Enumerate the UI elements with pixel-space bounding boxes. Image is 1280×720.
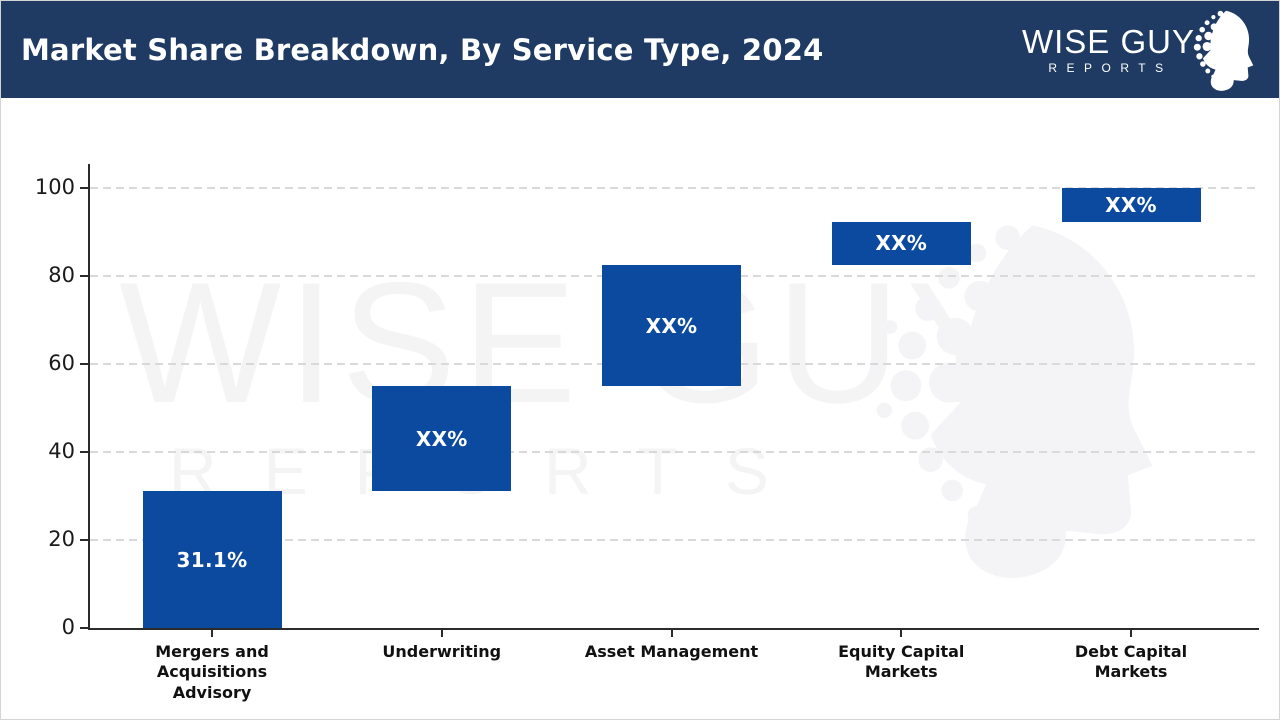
y-axis-tick <box>80 187 88 189</box>
x-axis-category-label: Asset Management <box>584 642 759 661</box>
y-axis-tick-label: 0 <box>61 615 75 639</box>
y-axis-tick <box>80 363 88 365</box>
y-axis-line <box>88 164 90 630</box>
bar-value-label: XX% <box>415 426 468 451</box>
x-axis-tick <box>440 630 443 637</box>
y-axis-tick-label: 20 <box>48 527 75 551</box>
x-axis-category-label: Underwriting <box>382 642 502 661</box>
x-axis-category-label: Mergers and Acquisitions Advisory <box>155 642 269 702</box>
logo-wordmark: WISE GUY <box>1021 23 1195 60</box>
bar-segment: XX% <box>1061 188 1201 222</box>
bar-segment: 31.1% <box>142 491 282 628</box>
y-axis-tick-label: 100 <box>34 175 75 199</box>
y-axis-tick-label: 60 <box>48 351 75 375</box>
header-banner: Market Share Breakdown, By Service Type,… <box>1 1 1279 98</box>
gridline-y-100 <box>90 187 1257 189</box>
gridline-y-20 <box>90 539 1257 541</box>
chart-title: Market Share Breakdown, By Service Type,… <box>21 32 824 67</box>
wiseguy-logo: WISE GUY REPORTS <box>1022 8 1255 92</box>
bar-segment: XX% <box>602 265 741 386</box>
x-axis-tick <box>670 630 673 637</box>
y-axis-tick-label: 40 <box>48 439 75 463</box>
y-axis-tick <box>80 539 88 541</box>
x-axis-tick <box>211 630 213 637</box>
bar-value-label: 31.1% <box>176 547 248 572</box>
y-axis-tick <box>80 275 88 277</box>
bar-value-label: XX% <box>1105 192 1157 217</box>
y-axis-tick <box>80 627 88 629</box>
x-axis-category-label: Debt Capital Markets <box>1074 642 1188 682</box>
logo-wordmark-block: WISE GUY REPORTS <box>1022 25 1195 74</box>
bar-value-label: XX% <box>645 313 698 338</box>
x-axis-tick <box>900 630 903 637</box>
watermark-head-icon <box>870 225 1153 578</box>
x-axis-category-label: Equity Capital Markets <box>838 642 965 682</box>
y-axis-tick-label: 80 <box>48 263 75 287</box>
bar-segment: XX% <box>372 386 512 492</box>
watermark-wordmark: WISE GUY <box>119 247 1028 439</box>
x-axis-line <box>88 628 1259 630</box>
logo-subtext: REPORTS <box>1048 61 1173 75</box>
bar-segment: XX% <box>831 221 971 265</box>
x-axis-tick <box>1130 630 1132 637</box>
y-axis-tick <box>80 451 88 453</box>
bar-value-label: XX% <box>875 231 928 256</box>
gridline-y-40 <box>90 451 1257 453</box>
logo-head-icon <box>1193 10 1254 91</box>
